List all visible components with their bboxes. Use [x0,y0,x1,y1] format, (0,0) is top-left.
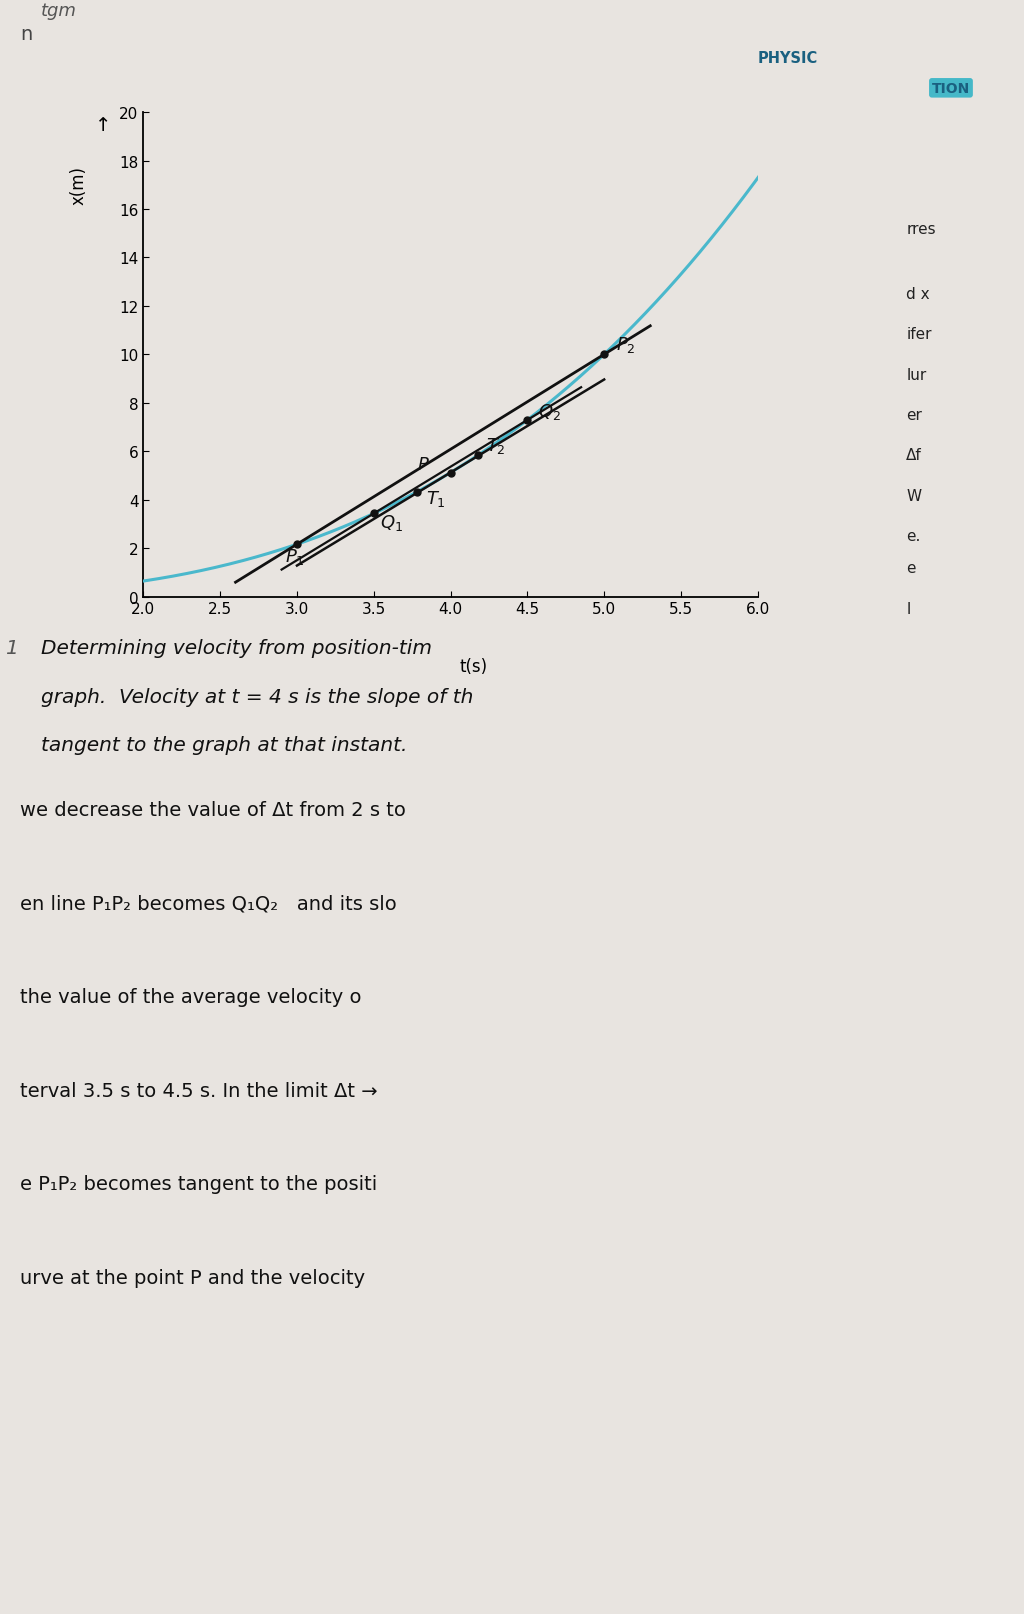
Text: e.: e. [906,529,921,544]
Text: tgm: tgm [41,2,77,19]
Text: $Q_2$: $Q_2$ [539,402,561,421]
Text: l: l [906,602,910,617]
Text: 1: 1 [5,639,17,657]
Text: ifer: ifer [906,328,932,342]
Text: $Q_1$: $Q_1$ [380,513,403,533]
Text: n: n [20,26,33,44]
Text: W: W [906,489,922,504]
Text: terval 3.5 s to 4.5 s. In the limit Δt →: terval 3.5 s to 4.5 s. In the limit Δt → [20,1081,378,1099]
Text: urve at the point P and the velocity: urve at the point P and the velocity [20,1269,366,1286]
Text: er: er [906,408,923,423]
Text: $P$: $P$ [417,455,430,473]
Text: PHYSIC: PHYSIC [758,50,818,66]
Text: $T_1$: $T_1$ [426,489,445,508]
Text: TION: TION [932,82,970,95]
Text: Δf: Δf [906,449,922,463]
Text: d x: d x [906,287,930,302]
Text: t(s): t(s) [460,659,487,676]
Text: rres: rres [906,223,936,237]
Text: e P₁P₂ becomes tangent to the positi: e P₁P₂ becomes tangent to the positi [20,1175,378,1193]
Text: graph.  Velocity at t = 4 s is the slope of th: graph. Velocity at t = 4 s is the slope … [41,688,473,705]
Text: tangent to the graph at that instant.: tangent to the graph at that instant. [41,736,408,754]
Text: $P_2$: $P_2$ [616,336,636,355]
Text: $\uparrow$: $\uparrow$ [91,116,110,134]
Text: Determining velocity from position-tim: Determining velocity from position-tim [41,639,432,657]
Text: x(m): x(m) [70,166,88,205]
Text: e: e [906,562,915,576]
Text: $T_2$: $T_2$ [485,436,506,455]
Text: lur: lur [906,368,927,383]
Text: the value of the average velocity o: the value of the average velocity o [20,988,361,1006]
Text: $P_1$: $P_1$ [285,547,304,567]
Text: we decrease the value of Δt from 2 s to: we decrease the value of Δt from 2 s to [20,801,407,818]
Text: en line P₁P₂ becomes Q₁Q₂   and its slo: en line P₁P₂ becomes Q₁Q₂ and its slo [20,894,397,912]
